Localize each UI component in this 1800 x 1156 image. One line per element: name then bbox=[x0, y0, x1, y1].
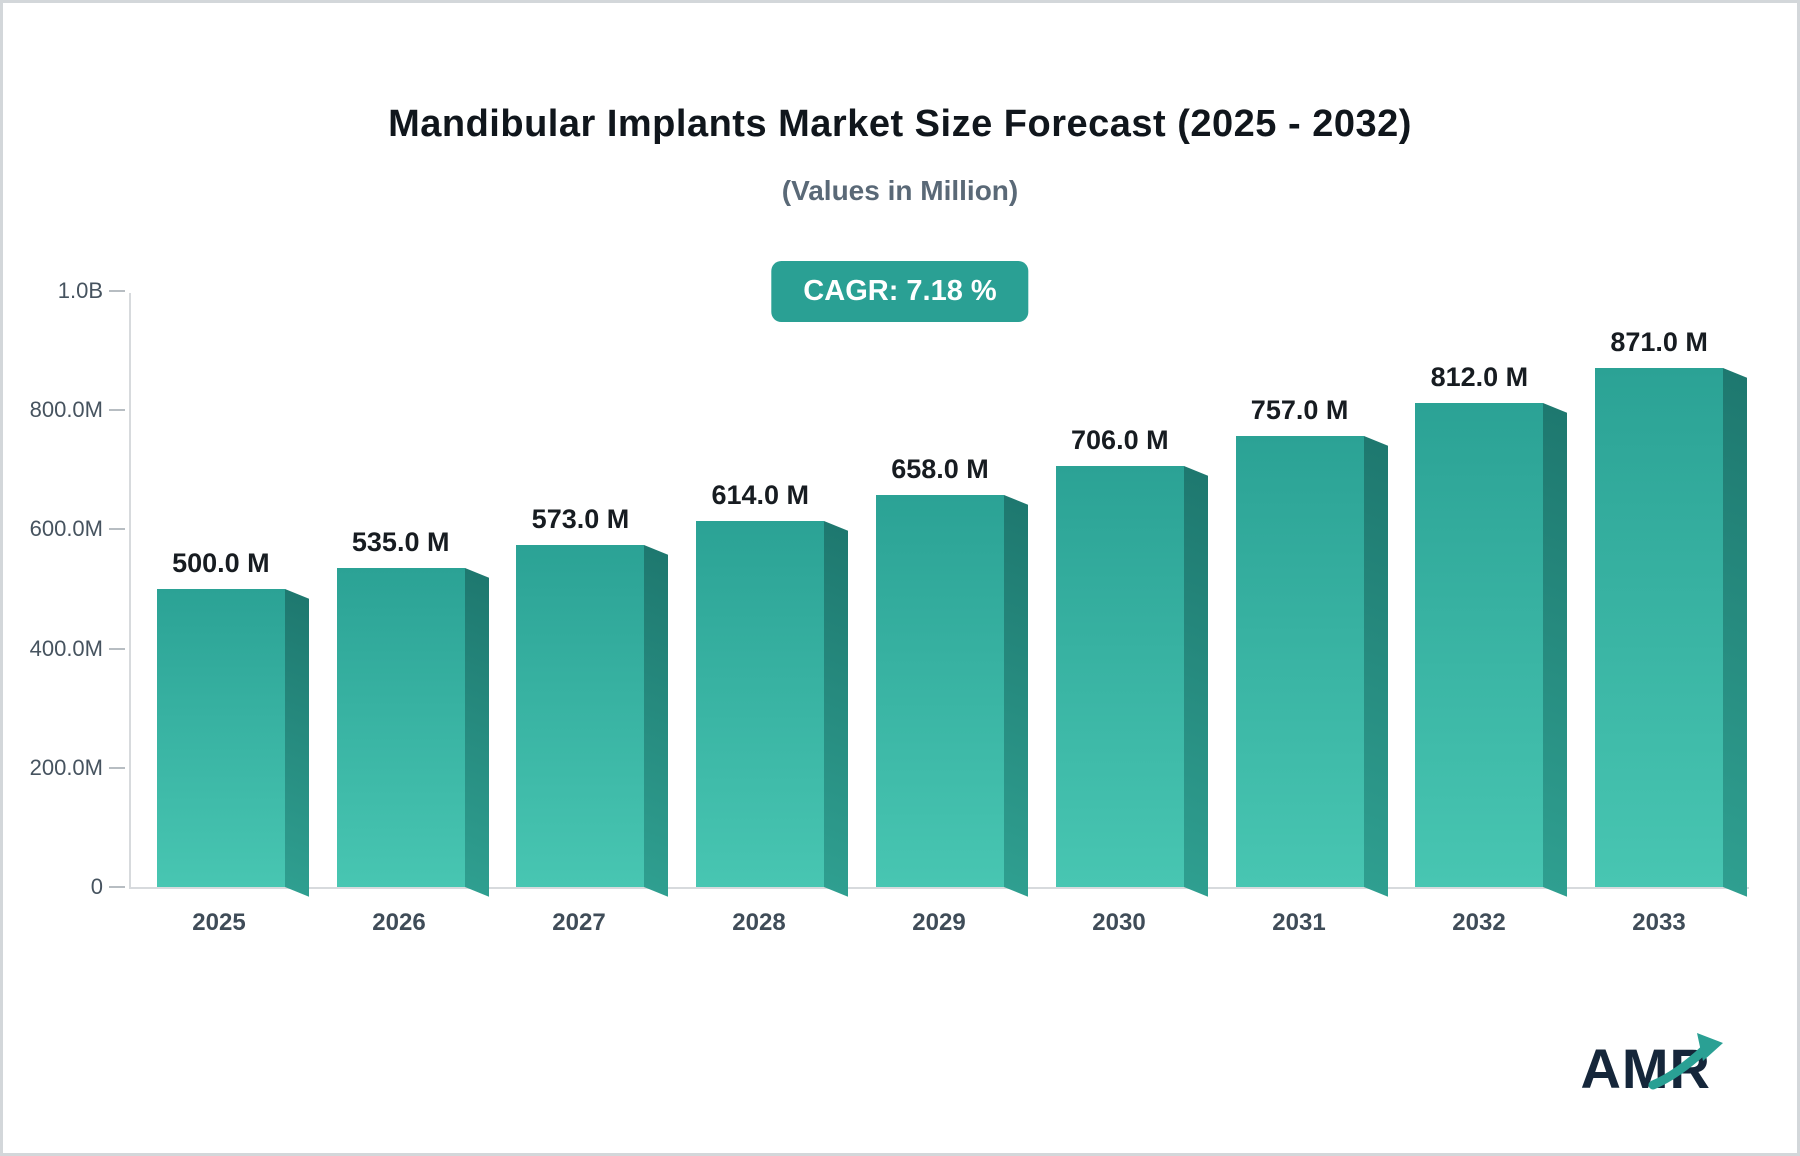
bar-value-label: 658.0 M bbox=[891, 454, 989, 484]
bar-value-label: 573.0 M bbox=[531, 504, 630, 534]
y-axis-tick bbox=[109, 290, 125, 292]
y-axis-tick bbox=[109, 409, 125, 412]
y-axis-label: 600.0M bbox=[29, 516, 103, 542]
bar-side bbox=[464, 568, 489, 897]
bar bbox=[1235, 436, 1388, 897]
x-axis-label: 2026 bbox=[372, 909, 426, 936]
bar-face bbox=[1055, 466, 1184, 887]
page-subtitle: (Values in Million) bbox=[781, 175, 1019, 206]
cagr-badge: CAGR: 7.18 % bbox=[771, 261, 1029, 322]
x-axis-label: 2028 bbox=[732, 909, 786, 936]
bar-face bbox=[156, 589, 285, 887]
logo-text: AMR bbox=[1580, 1037, 1711, 1100]
bar-group: 871.0 M bbox=[1569, 293, 1749, 897]
bar-group: 614.0 M bbox=[670, 293, 850, 897]
bar bbox=[156, 589, 309, 897]
x-axis-label: 2025 bbox=[192, 909, 246, 936]
bar-side bbox=[1004, 495, 1029, 897]
bar-group: 812.0 M bbox=[1389, 293, 1569, 897]
bar bbox=[1415, 403, 1568, 897]
y-axis-label: 800.0M bbox=[29, 397, 103, 423]
bar-side bbox=[1723, 368, 1748, 897]
page-title: Mandibular Implants Market Size Forecast… bbox=[388, 103, 1412, 145]
bar-side bbox=[284, 589, 309, 897]
bar-face bbox=[336, 568, 465, 887]
bar-side bbox=[1543, 403, 1568, 897]
bar-value-label: 706.0 M bbox=[1071, 425, 1169, 455]
bar-group: 573.0 M bbox=[491, 293, 671, 897]
y-axis-label: 1.0B bbox=[57, 278, 103, 303]
brand-logo: AMR bbox=[1580, 1033, 1723, 1101]
x-axis-label: 2032 bbox=[1452, 909, 1506, 936]
plot-area: 500.0 M 535.0 M 573.0 M 614.0 M 658.0 M 706.0… bbox=[30, 280, 1749, 898]
y-axis-tick bbox=[109, 766, 125, 769]
bar-side bbox=[824, 521, 849, 897]
bar-group: 757.0 M bbox=[1210, 293, 1390, 897]
bar-value-label: 757.0 M bbox=[1250, 395, 1349, 425]
bar-group: 535.0 M bbox=[311, 293, 491, 897]
bar-face bbox=[1235, 436, 1364, 887]
bar bbox=[876, 495, 1029, 897]
x-axis-label: 2027 bbox=[552, 909, 606, 936]
bar bbox=[1595, 368, 1748, 897]
bar-value-label: 614.0 M bbox=[711, 480, 810, 510]
bar-face bbox=[516, 545, 645, 887]
bar-group: 500.0 M bbox=[131, 293, 311, 897]
y-axis-label: 200.0M bbox=[29, 754, 103, 780]
y-axis-tick bbox=[109, 886, 125, 888]
bar-side bbox=[644, 545, 669, 897]
y-axis-tick bbox=[109, 528, 125, 531]
x-axis-label: 2029 bbox=[912, 909, 966, 936]
bar-value-label: 535.0 M bbox=[351, 527, 450, 557]
bar-side bbox=[1183, 466, 1208, 897]
y-axis-label: 400.0M bbox=[29, 635, 103, 661]
y-axis-tick bbox=[109, 647, 125, 650]
bar-face bbox=[1595, 368, 1724, 887]
bar bbox=[696, 521, 849, 897]
y-axis-label: 0 bbox=[90, 874, 103, 899]
bar bbox=[516, 545, 669, 897]
bar-group: 658.0 M bbox=[850, 293, 1030, 897]
bar-face bbox=[696, 521, 825, 887]
bar bbox=[336, 568, 489, 897]
bars-row: 500.0 M 535.0 M 573.0 M 614.0 M 658.0 M 706.0… bbox=[131, 293, 1749, 897]
bar-face bbox=[1415, 403, 1544, 887]
bar bbox=[1055, 466, 1208, 897]
bar-face bbox=[876, 495, 1005, 887]
bar-group: 706.0 M bbox=[1030, 293, 1210, 897]
bar-value-label: 500.0 M bbox=[172, 548, 270, 578]
x-axis-label: 2033 bbox=[1632, 909, 1686, 936]
x-axis-label: 2031 bbox=[1272, 909, 1326, 936]
bar-side bbox=[1363, 436, 1388, 897]
x-axis-labels: 2025 2026 2027 2028 2029 2030 2031 2032 2033 bbox=[129, 909, 1749, 937]
bar-value-label: 812.0 M bbox=[1430, 362, 1529, 392]
bar-value-label: 871.0 M bbox=[1610, 327, 1708, 357]
x-axis-label: 2030 bbox=[1092, 909, 1146, 936]
